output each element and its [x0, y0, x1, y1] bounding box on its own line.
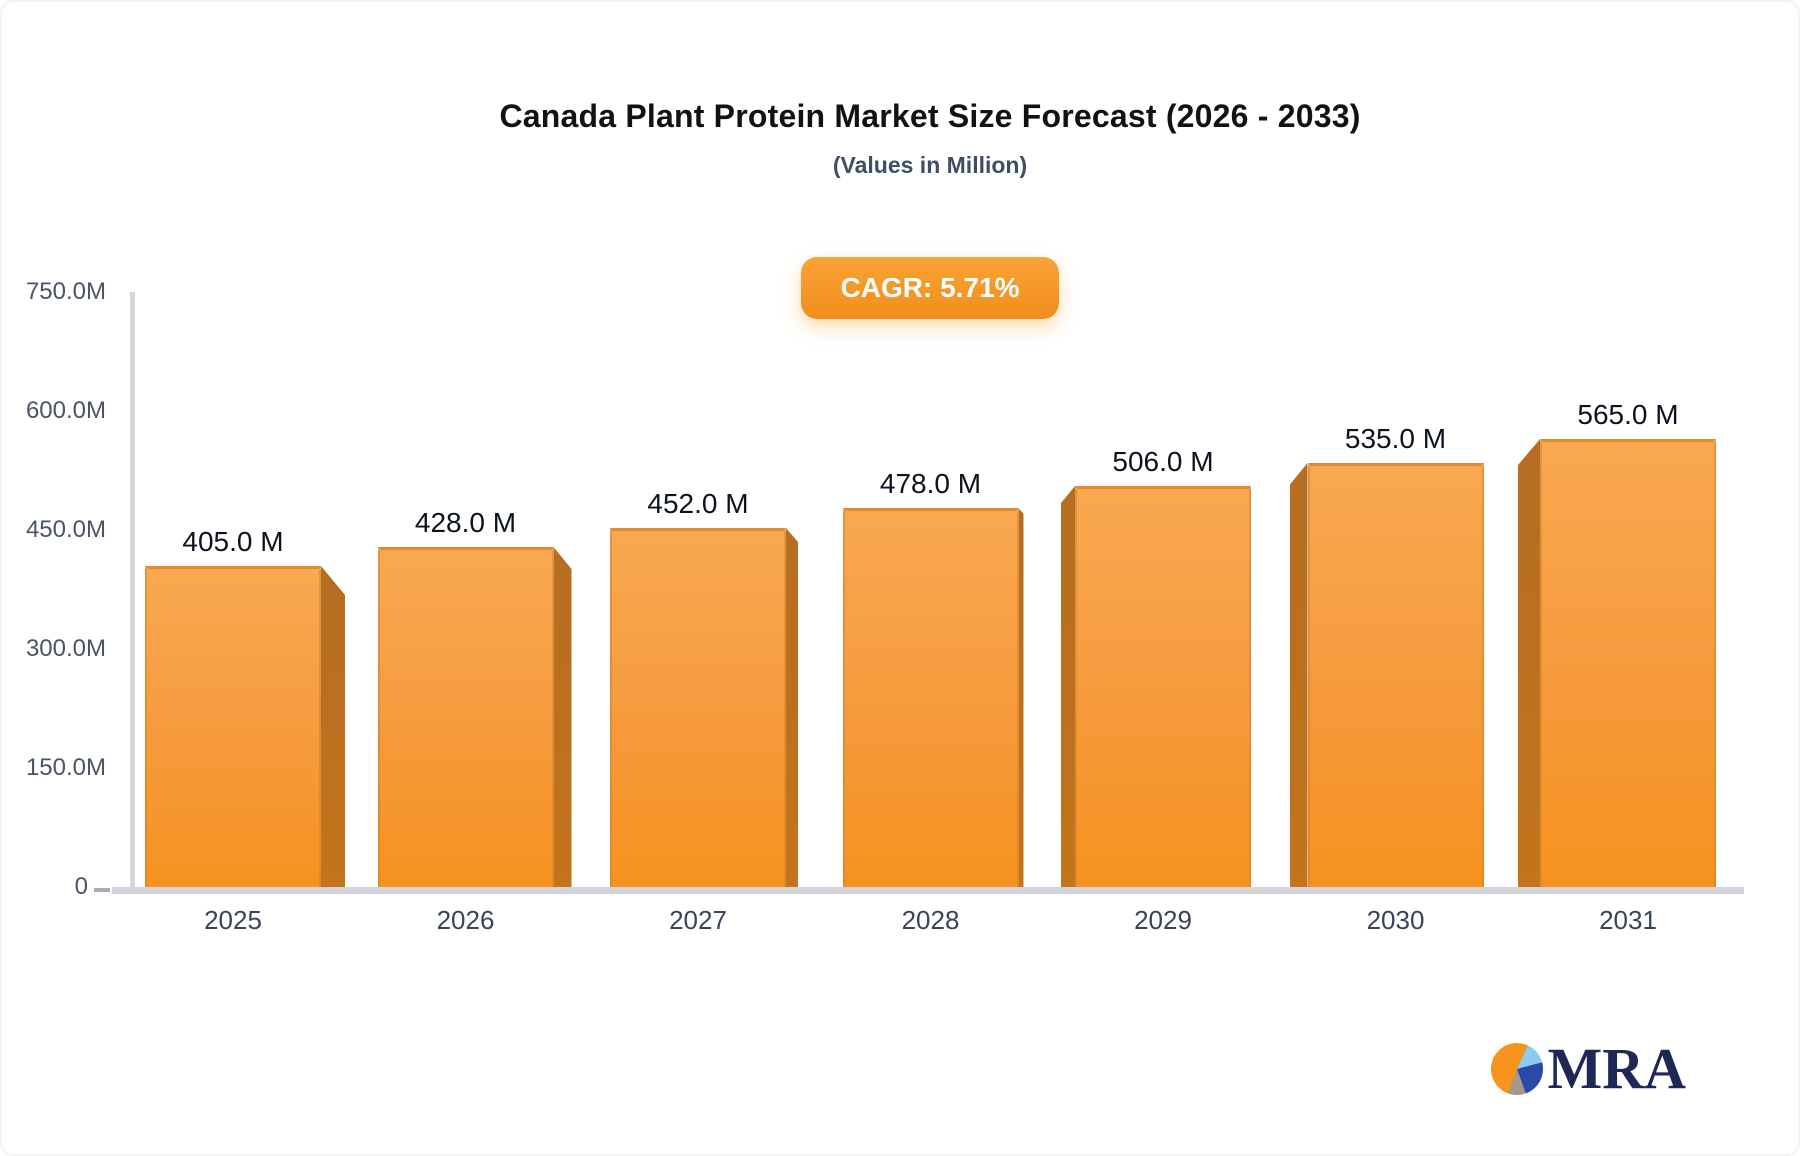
x-axis-label: 2026: [436, 905, 495, 935]
x-axis-label: 2030: [1366, 905, 1425, 935]
x-axis-label: 2028: [901, 905, 960, 935]
y-axis-label: 600.0M: [25, 397, 106, 424]
bar-side-3d: [553, 547, 572, 887]
x-axis-label: 2025: [204, 905, 262, 935]
bar-value-label: 565.0 M: [1577, 399, 1679, 430]
bar: [1307, 463, 1484, 887]
brand-logo: MRA: [1491, 1040, 1686, 1098]
bar: [377, 547, 554, 887]
y-axis-label: 150.0M: [25, 754, 106, 781]
x-axis-label: 2029: [1134, 905, 1192, 935]
bar: [842, 508, 1019, 887]
pie-chart-logo-icon: [1491, 1043, 1544, 1095]
x-axis-line: [112, 887, 1744, 894]
bar-side-3d: [1518, 439, 1540, 887]
bar: [1075, 486, 1251, 887]
zero-tick-mark: [94, 888, 110, 892]
chart-title: Canada Plant Protein Market Size Forecas…: [499, 98, 1361, 134]
brand-logo-text: MRA: [1547, 1036, 1686, 1101]
y-axis-label: 0: [74, 873, 88, 900]
bar-value-label: 506.0 M: [1112, 446, 1214, 477]
x-axis-label: 2027: [669, 905, 727, 935]
bar-value-label: 478.0 M: [879, 468, 982, 499]
bar-side-3d: [1061, 486, 1075, 887]
bar-side-3d: [1289, 463, 1308, 887]
y-axis-label: 750.0M: [25, 278, 106, 305]
y-axis-line: [130, 292, 135, 887]
chart-header: Canada Plant Protein Market Size Forecas…: [58, 2, 1798, 319]
y-axis-label: 450.0M: [25, 516, 106, 543]
bar-side-3d: [1018, 508, 1024, 887]
y-axis-label: 300.0M: [25, 635, 106, 662]
bar-value-label: 405.0 M: [182, 526, 284, 557]
bar-side-3d: [786, 528, 798, 887]
cagr-badge: CAGR: 5.71%: [800, 257, 1060, 319]
chart-subtitle: (Values in Million): [832, 152, 1028, 178]
bar-side-3d: [321, 566, 345, 887]
x-axis-label: 2031: [1599, 905, 1657, 935]
bar: [1540, 439, 1716, 887]
bar-value-label: 452.0 M: [647, 488, 749, 519]
bar: [610, 528, 786, 887]
bar: [145, 566, 321, 887]
bar-value-label: 535.0 M: [1344, 423, 1447, 454]
bar-value-label: 428.0 M: [414, 507, 517, 538]
